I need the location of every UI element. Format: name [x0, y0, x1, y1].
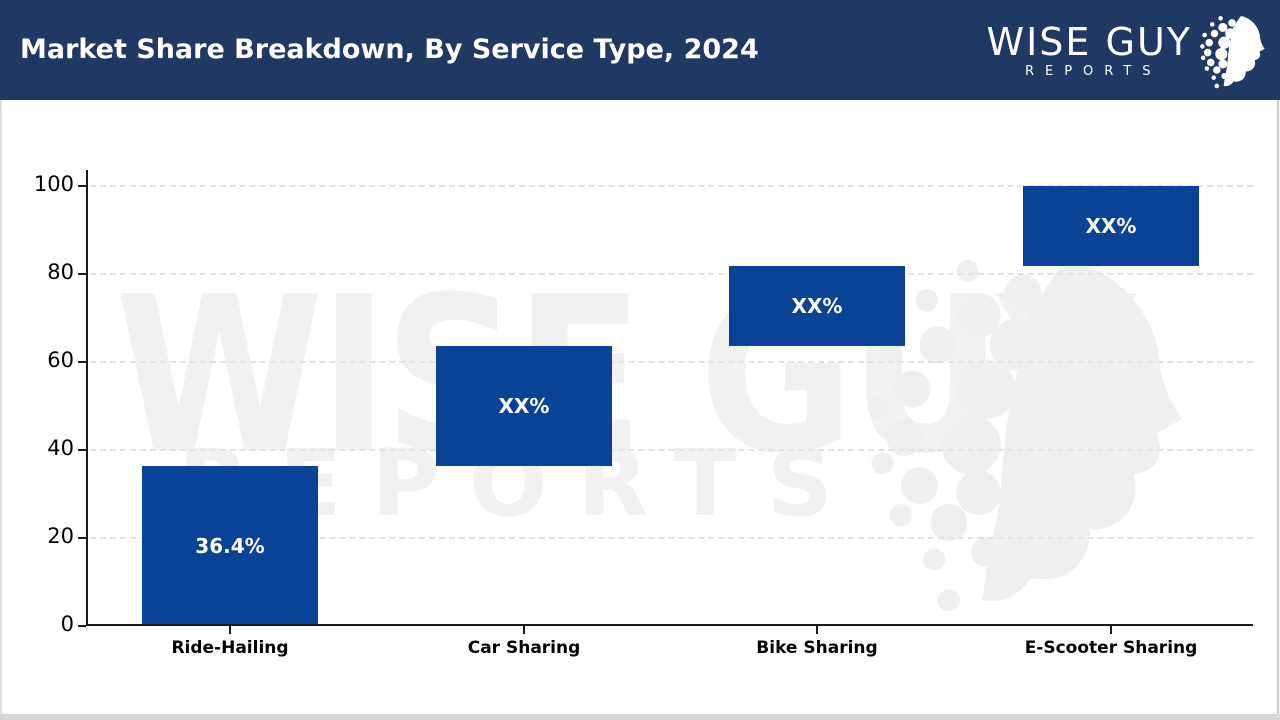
- bar-value-label-car-sharing: XX%: [498, 393, 550, 418]
- chart-area: WISE GUY REPORTS 0 20 40 60 80 100 36.4% XX% XX%…: [0, 100, 1280, 720]
- right-border: [1277, 100, 1279, 714]
- brand-logo: WISE GUY REPORTS: [987, 6, 1270, 96]
- logo-subtext: REPORTS: [1024, 63, 1162, 79]
- y-axis-tick-label-40: 40: [47, 436, 74, 460]
- x-axis-tick-e-scooter-sharing: [1110, 626, 1112, 634]
- gridline-100: [90, 185, 1253, 187]
- logo-wordmark: WISE GUY: [986, 20, 1192, 65]
- y-axis-tick-label-0: 0: [60, 612, 74, 636]
- bar-car-sharing: XX%: [436, 346, 612, 466]
- category-label-car-sharing: Car Sharing: [467, 638, 581, 658]
- x-axis-line: [86, 624, 1253, 626]
- left-border: [0, 100, 2, 714]
- y-axis-tick-label-100: 100: [33, 172, 74, 196]
- bar-e-scooter-sharing: XX%: [1023, 186, 1199, 267]
- gridline-60: [90, 361, 1253, 363]
- y-axis-tick-0: [78, 625, 86, 627]
- category-label-e-scooter-sharing: E-Scooter Sharing: [1024, 638, 1198, 658]
- bar-value-label-ride-hailing: 36.4%: [195, 533, 265, 558]
- y-axis-tick-60: [78, 361, 86, 363]
- gridline-20: [90, 537, 1253, 539]
- x-axis-tick-car-sharing: [523, 626, 525, 634]
- x-axis-tick-ride-hailing: [229, 626, 231, 634]
- bar-bike-sharing: XX%: [729, 266, 905, 347]
- watermark: WISE GUY REPORTS: [0, 100, 1280, 720]
- y-axis-tick-40: [78, 449, 86, 451]
- bottom-border: [0, 714, 1280, 720]
- category-label-ride-hailing: Ride-Hailing: [171, 638, 289, 658]
- logo-head-icon: [1200, 16, 1265, 89]
- brand-logo-text: WISE GUY REPORTS: [986, 20, 1192, 79]
- category-label-bike-sharing: Bike Sharing: [756, 638, 878, 658]
- bar-value-label-bike-sharing: XX%: [791, 294, 843, 319]
- y-axis-tick-label-20: 20: [47, 524, 74, 548]
- y-axis-line: [86, 170, 88, 626]
- y-axis-tick-100: [78, 185, 86, 187]
- y-axis-tick-20: [78, 537, 86, 539]
- gridline-80: [90, 273, 1253, 275]
- header-bar: Market Share Breakdown, By Service Type,…: [0, 0, 1280, 100]
- bar-value-label-e-scooter-sharing: XX%: [1085, 214, 1137, 239]
- page-title: Market Share Breakdown, By Service Type,…: [20, 34, 759, 65]
- bar-ride-hailing: 36.4%: [142, 465, 318, 626]
- y-axis-tick-label-80: 80: [47, 260, 74, 284]
- x-axis-tick-bike-sharing: [816, 626, 818, 634]
- y-axis-tick-label-60: 60: [47, 348, 74, 372]
- gridline-40: [90, 449, 1253, 451]
- y-axis-tick-80: [78, 273, 86, 275]
